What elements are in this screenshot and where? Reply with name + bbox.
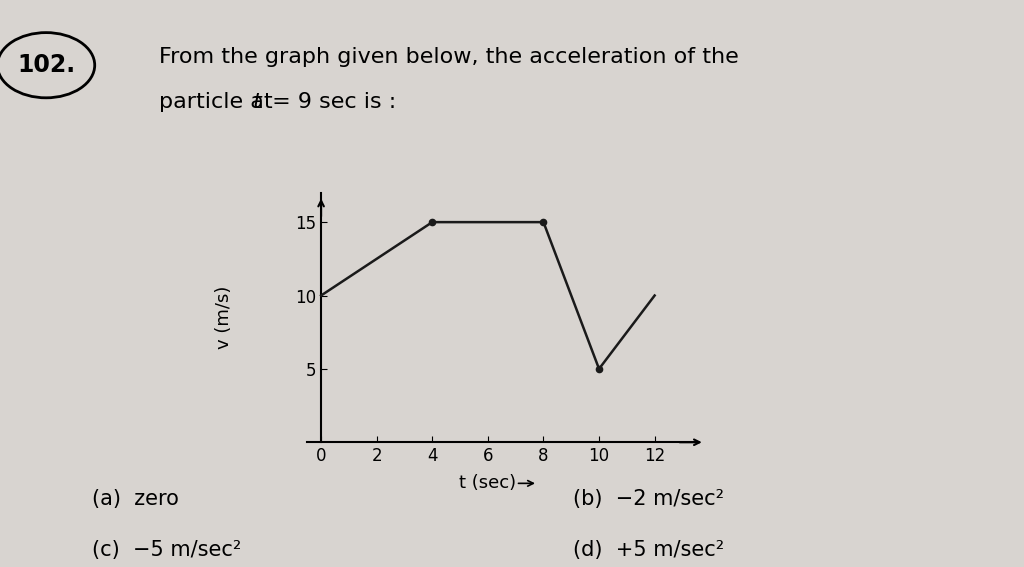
Text: (c)  −5 m/sec²: (c) −5 m/sec² <box>92 540 242 560</box>
Text: From the graph given below, the acceleration of the: From the graph given below, the accelera… <box>159 46 738 67</box>
Text: 102.: 102. <box>17 53 75 77</box>
Text: = 9 sec is :: = 9 sec is : <box>265 92 396 112</box>
Text: (b)  −2 m/sec²: (b) −2 m/sec² <box>573 489 725 509</box>
Text: particle at: particle at <box>159 92 280 112</box>
Text: (a)  zero: (a) zero <box>92 489 179 509</box>
Text: (d)  +5 m/sec²: (d) +5 m/sec² <box>573 540 725 560</box>
Text: t: t <box>253 92 262 112</box>
Text: t (sec): t (sec) <box>460 475 516 492</box>
Text: v (m/s): v (m/s) <box>215 286 232 349</box>
